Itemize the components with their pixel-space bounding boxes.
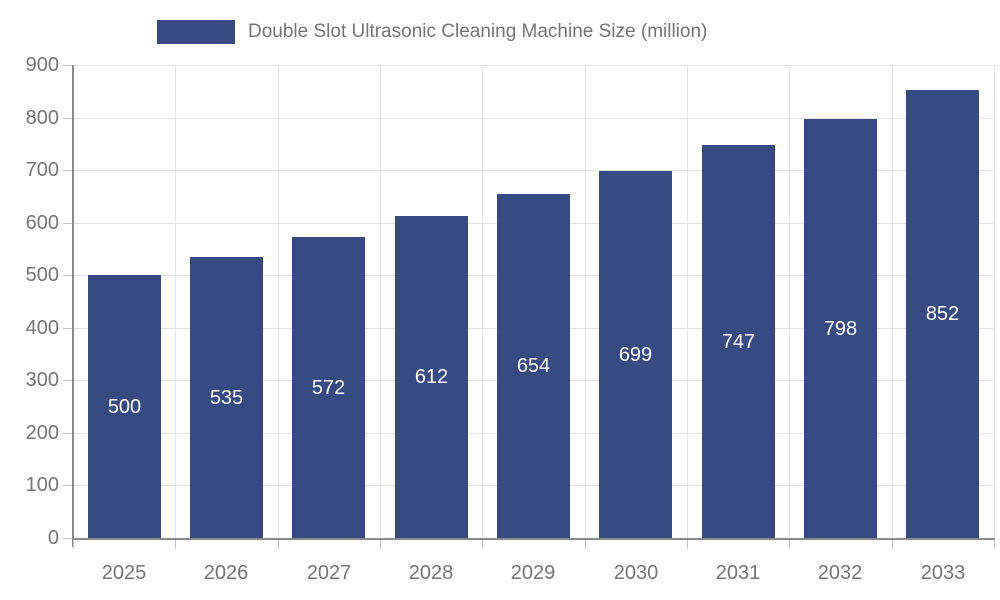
- bar-2027: 572: [292, 237, 365, 538]
- y-axis-tick-label: 0: [47, 527, 59, 549]
- y-axis-tick: [63, 118, 72, 119]
- y-axis-tick-label: 700: [25, 159, 59, 181]
- plot-area: 500 535 572 612 654 699 747 798 852: [73, 65, 994, 538]
- y-axis-tick-label: 300: [25, 369, 59, 391]
- x-axis-tick: [175, 540, 176, 549]
- x-axis-tick-label: 2030: [613, 562, 659, 584]
- x-axis-line: [72, 538, 995, 540]
- bar-2031: 747: [702, 145, 775, 538]
- y-axis-tick: [63, 170, 72, 171]
- x-axis-tick-label: 2028: [408, 562, 454, 584]
- y-axis-tick: [63, 485, 72, 486]
- y-axis-tick: [63, 275, 72, 276]
- x-axis-tick: [585, 540, 586, 549]
- x-axis-tick-label: 2026: [203, 562, 249, 584]
- y-axis-tick: [63, 433, 72, 434]
- bar-value-label: 612: [414, 366, 449, 388]
- v-gridline: [482, 65, 483, 538]
- v-gridline: [585, 65, 586, 538]
- y-axis-tick: [63, 65, 72, 66]
- v-gridline: [892, 65, 893, 538]
- y-axis-tick-label: 400: [25, 317, 59, 339]
- x-axis-tick-label: 2031: [715, 562, 761, 584]
- y-axis-tick: [63, 328, 72, 329]
- v-gridline: [278, 65, 279, 538]
- x-axis-tick-label: 2025: [101, 562, 147, 584]
- chart-legend: Double Slot Ultrasonic Cleaning Machine …: [157, 20, 707, 44]
- y-axis-tick: [63, 538, 72, 539]
- bar-2030: 699: [599, 171, 672, 538]
- y-axis-tick-label: 100: [25, 474, 59, 496]
- bar-2026: 535: [190, 257, 263, 538]
- bar-value-label: 699: [618, 343, 653, 366]
- x-axis-tick: [73, 540, 74, 549]
- bar-value-label: 535: [209, 386, 244, 409]
- x-axis-tick-label: 2033: [920, 562, 966, 584]
- bar-value-label: 852: [925, 303, 960, 325]
- bar-2033: 852: [906, 90, 979, 538]
- bar-value-label: 747: [721, 330, 756, 353]
- y-axis-line: [72, 65, 74, 547]
- bar-2029: 654: [497, 194, 570, 538]
- y-axis-tick-label: 200: [25, 422, 59, 444]
- x-axis-tick: [278, 540, 279, 549]
- h-gridline: [73, 170, 994, 171]
- y-axis-tick-label: 900: [25, 54, 59, 76]
- bar-value-label: 572: [311, 376, 346, 399]
- bar-value-label: 500: [107, 395, 142, 418]
- y-axis-tick-label: 500: [25, 264, 59, 286]
- x-axis-tick: [892, 540, 893, 549]
- chart-title: Double Slot Ultrasonic Cleaning Machine …: [248, 21, 708, 42]
- x-axis-tick: [994, 540, 995, 549]
- bar-2025: 500: [88, 275, 161, 538]
- x-axis-tick: [789, 540, 790, 549]
- v-gridline: [789, 65, 790, 538]
- bar-2032: 798: [804, 119, 877, 538]
- x-axis-tick-label: 2029: [510, 562, 556, 584]
- y-axis-tick: [63, 223, 72, 224]
- legend-swatch: [157, 20, 235, 44]
- bar-2028: 612: [395, 216, 468, 538]
- x-axis-tick: [380, 540, 381, 549]
- v-gridline: [380, 65, 381, 538]
- bar-value-label: 654: [516, 355, 551, 377]
- bar-value-label: 798: [823, 317, 858, 340]
- x-axis-tick-label: 2032: [817, 562, 863, 584]
- v-gridline: [175, 65, 176, 538]
- x-axis-tick: [687, 540, 688, 549]
- h-gridline: [73, 118, 994, 119]
- h-gridline: [73, 65, 994, 66]
- x-axis-tick: [482, 540, 483, 549]
- v-gridline: [994, 65, 995, 538]
- x-axis-tick-label: 2027: [306, 562, 352, 584]
- v-gridline: [687, 65, 688, 538]
- y-axis-tick-label: 800: [25, 107, 59, 129]
- y-axis-tick-label: 600: [25, 212, 59, 234]
- y-axis-tick: [63, 380, 72, 381]
